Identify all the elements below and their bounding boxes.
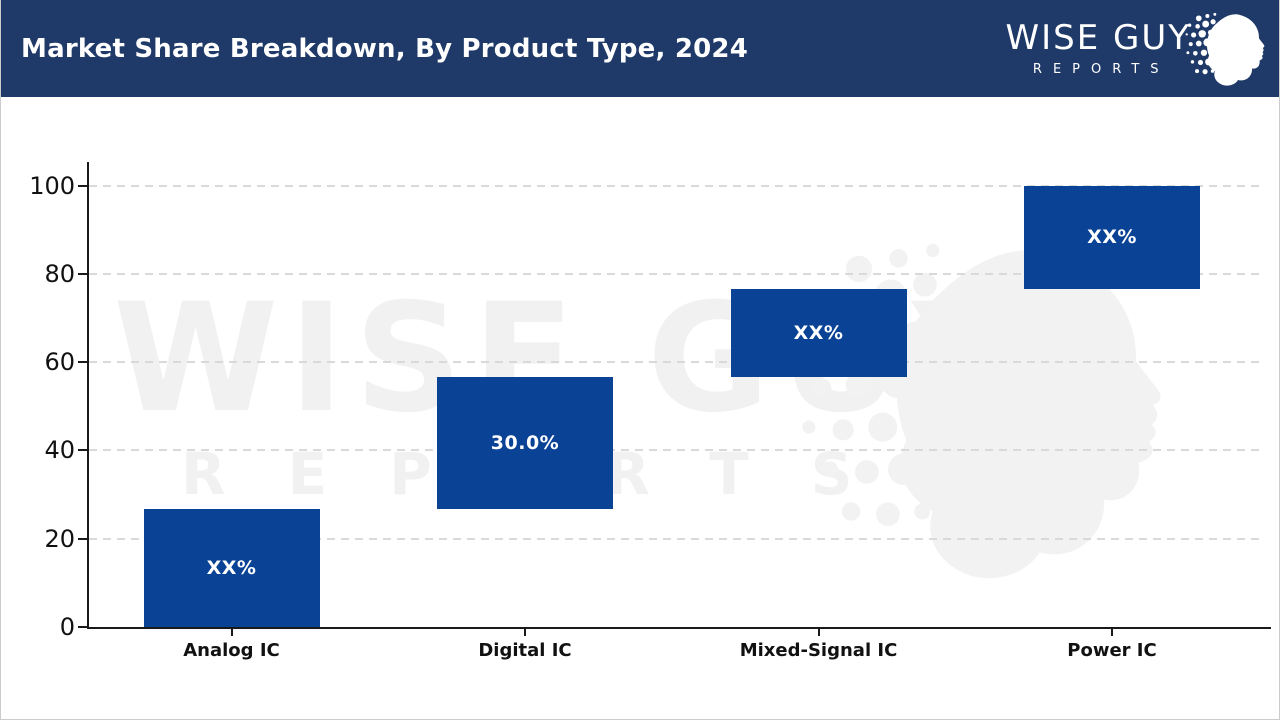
- y-axis-spine: [87, 162, 89, 629]
- y-tick-label: 20: [44, 524, 75, 553]
- bar-digital-ic: 30.0%: [437, 376, 613, 510]
- y-tick-mark: [78, 361, 87, 364]
- bar-analog-ic: XX%: [143, 509, 320, 627]
- bar-value-label: XX%: [1087, 226, 1137, 249]
- y-tick-mark: [78, 537, 87, 540]
- y-tick-mark: [78, 626, 87, 628]
- bar-value-label: XX%: [793, 321, 844, 344]
- y-tick-label: 0: [59, 613, 75, 641]
- wise-guy-reports-logo: WISE GUY REPORTS: [1005, 8, 1267, 90]
- y-tick-label: 40: [44, 436, 75, 465]
- x-tick-mark: [524, 629, 526, 636]
- x-axis-label: Power IC: [1067, 640, 1157, 661]
- grid-line: [89, 537, 1263, 540]
- y-tick-mark: [78, 449, 87, 452]
- x-tick-mark: [230, 629, 233, 636]
- logo-text: WISE GUY REPORTS: [1005, 21, 1191, 77]
- header-bar: Market Share Breakdown, By Product Type,…: [1, 0, 1279, 97]
- grid-line: [89, 361, 1263, 364]
- x-axis-label: Analog IC: [183, 640, 280, 661]
- y-tick-label: 80: [44, 259, 75, 288]
- x-axis-label: Mixed-Signal IC: [739, 640, 898, 661]
- logo-brand-name: WISE GUY: [1005, 17, 1191, 58]
- x-tick-mark: [817, 629, 820, 636]
- logo-head-icon: [1185, 12, 1265, 86]
- y-tick-label: 100: [29, 171, 75, 200]
- bar-value-label: XX%: [206, 557, 257, 580]
- x-tick-mark: [1111, 629, 1113, 636]
- x-axis-label: Digital IC: [478, 640, 572, 661]
- y-tick-label: 60: [44, 348, 75, 377]
- bar-mixed-signal-ic: XX%: [730, 288, 907, 377]
- x-axis-spine: [87, 627, 1271, 629]
- grid-line: [89, 449, 1263, 452]
- grid-line: [89, 184, 1263, 187]
- y-tick-mark: [78, 272, 87, 275]
- y-tick-mark: [78, 184, 87, 187]
- bar-value-label: 30.0%: [490, 431, 560, 454]
- logo-brand-subtitle: REPORTS: [1032, 61, 1170, 77]
- bar-power-ic: XX%: [1024, 185, 1200, 289]
- grid-line: [89, 272, 1263, 275]
- chart-title: Market Share Breakdown, By Product Type,…: [21, 33, 748, 64]
